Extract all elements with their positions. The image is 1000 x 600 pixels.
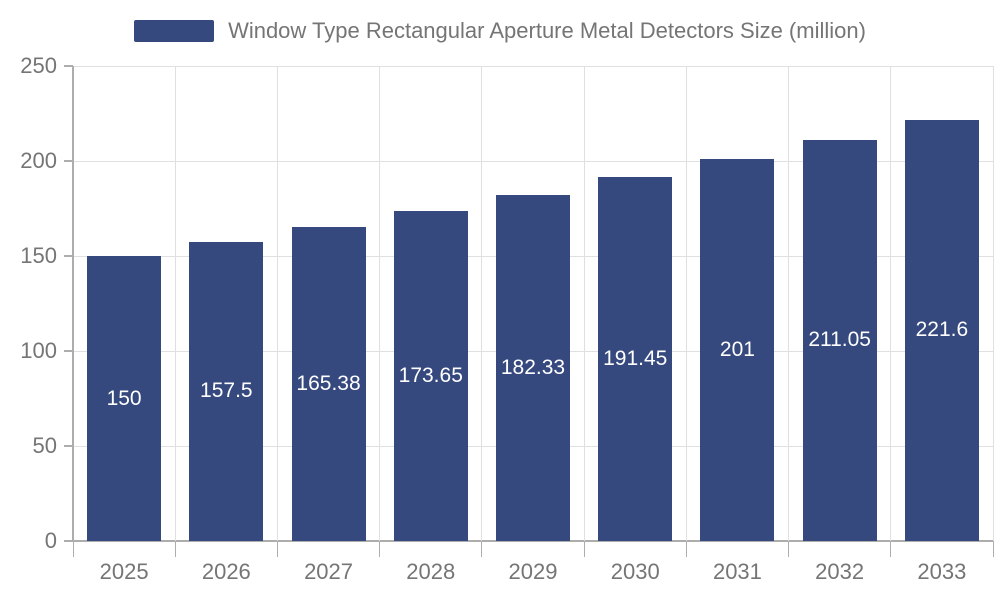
y-axis-tick <box>64 350 73 352</box>
x-axis-tick-label: 2027 <box>304 559 354 584</box>
bar-value-label: 182.33 <box>500 355 566 379</box>
bar-2031[interactable]: 201 <box>700 159 775 541</box>
y-axis-tick-label: 200 <box>20 148 57 173</box>
legend-label: Window Type Rectangular Aperture Metal D… <box>228 18 866 43</box>
x-axis-tick <box>481 541 483 557</box>
bar-2030[interactable]: 191.45 <box>598 177 673 541</box>
x-axis-tick <box>583 541 585 557</box>
x-axis-tick-label: 2026 <box>201 559 251 584</box>
gridline-horizontal <box>73 160 993 162</box>
x-axis-tick-label: 2029 <box>508 559 558 584</box>
x-axis-tick <box>685 541 687 557</box>
y-axis-tick-label: 50 <box>32 433 57 458</box>
y-axis-tick <box>64 160 73 162</box>
x-axis-tick-label: 2028 <box>406 559 456 584</box>
x-axis-tick-label: 2031 <box>712 559 762 584</box>
gridline-vertical <box>788 66 790 541</box>
x-axis-tick <box>788 541 790 557</box>
y-axis-tick-label: 0 <box>44 528 57 553</box>
gridline-vertical <box>481 66 483 541</box>
bar-2033[interactable]: 221.6 <box>904 119 979 541</box>
bar-value-label: 191.45 <box>603 347 668 371</box>
gridline-vertical <box>174 66 176 541</box>
legend[interactable]: Window Type Rectangular Aperture Metal D… <box>0 17 1000 45</box>
x-axis-tick <box>72 541 74 557</box>
bar-2025[interactable]: 150 <box>87 256 162 541</box>
bar-value-label: 150 <box>106 386 142 410</box>
gridline-vertical <box>685 66 687 541</box>
x-axis-tick-label: 2030 <box>610 559 660 584</box>
bar-value-label: 211.05 <box>808 328 871 352</box>
x-axis-line <box>73 540 993 542</box>
x-axis-tick <box>890 541 892 557</box>
bar-2027[interactable]: 165.38 <box>291 226 366 541</box>
y-axis-tick-label: 150 <box>20 243 57 268</box>
y-axis-tick <box>64 540 73 542</box>
bar-2028[interactable]: 173.65 <box>393 211 468 541</box>
gridline-vertical <box>992 66 994 541</box>
gridline-vertical <box>276 66 278 541</box>
x-axis-tick-label: 2025 <box>99 559 149 584</box>
bar-2026[interactable]: 157.5 <box>189 241 264 541</box>
x-axis-tick <box>379 541 381 557</box>
x-axis-tick-label: 2032 <box>815 559 865 584</box>
bar-value-label: 157.5 <box>200 379 253 403</box>
x-axis-tick <box>992 541 994 557</box>
bar-value-label: 201 <box>719 338 755 362</box>
gridline-vertical <box>583 66 585 541</box>
bar-value-label: 165.38 <box>296 371 361 395</box>
y-axis-tick <box>64 65 73 67</box>
x-axis-tick <box>276 541 278 557</box>
x-axis-tick-label: 2033 <box>917 559 967 584</box>
y-axis-tick-label: 100 <box>20 338 57 363</box>
y-axis-tick-label: 250 <box>20 53 57 78</box>
bar-2032[interactable]: 211.05 <box>802 140 877 541</box>
bar-value-label: 173.65 <box>398 364 463 388</box>
y-axis-line <box>72 66 74 541</box>
y-axis-tick <box>64 255 73 257</box>
gridline-vertical <box>379 66 381 541</box>
bar-value-label: 221.6 <box>915 318 969 342</box>
bar-2029[interactable]: 182.33 <box>496 194 570 541</box>
y-axis-tick <box>64 445 73 447</box>
gridline-vertical <box>890 66 892 541</box>
legend-swatch <box>134 20 215 42</box>
gridline-horizontal <box>73 65 993 67</box>
x-axis-tick <box>174 541 176 557</box>
